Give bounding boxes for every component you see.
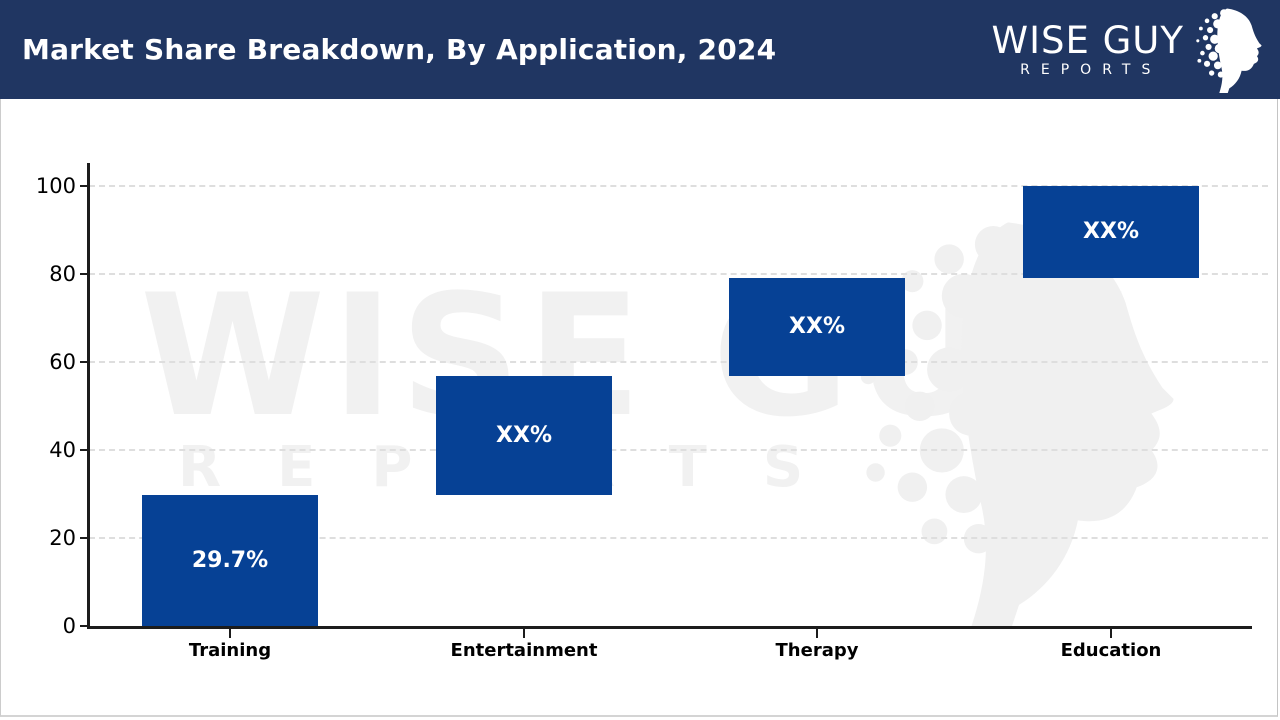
chart-canvas	[0, 99, 1278, 717]
logo-wordmark: WISE GUY	[991, 19, 1184, 62]
header: Market Share Breakdown, By Application, …	[0, 0, 1280, 99]
wise-guy-logo: WISE GUY REPORTS	[992, 7, 1266, 93]
logo-text: WISE GUY REPORTS	[992, 22, 1184, 77]
page-title: Market Share Breakdown, By Application, …	[22, 33, 777, 66]
logo-subtext: REPORTS	[1020, 62, 1162, 78]
logo-head-icon	[1188, 7, 1266, 93]
